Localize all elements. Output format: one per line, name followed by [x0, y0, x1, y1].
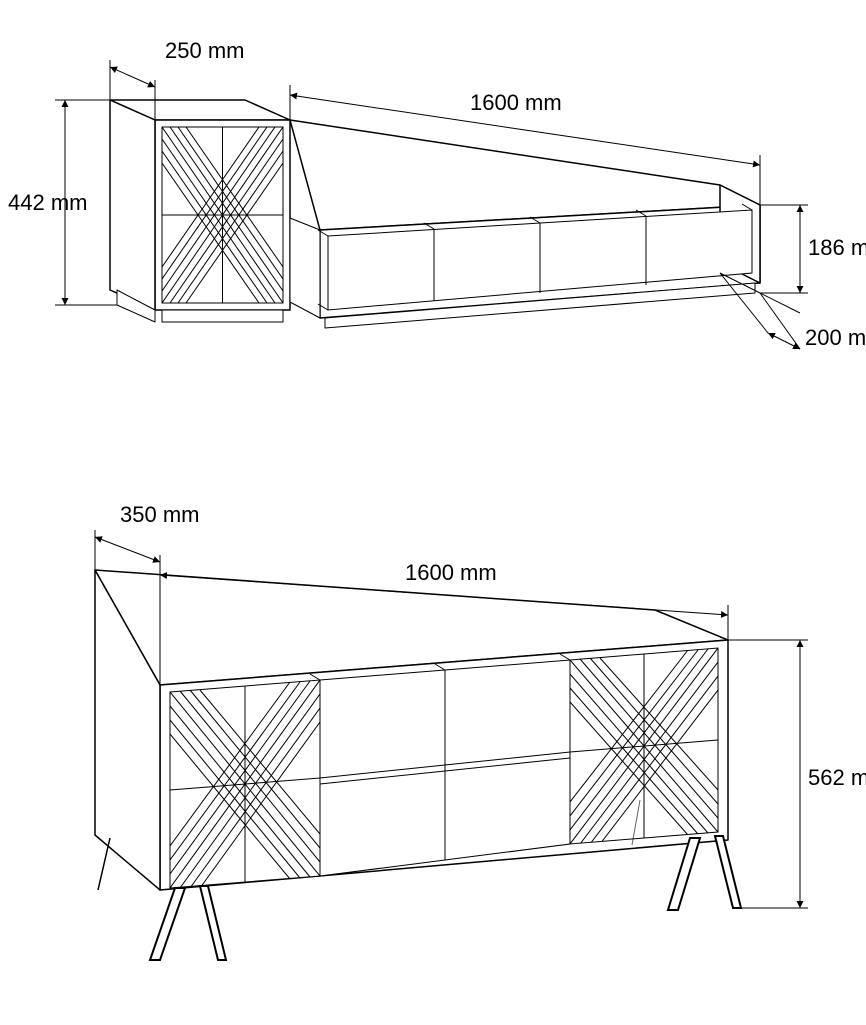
top-unit: 250 mm 1600 mm 442 mm — [8, 38, 866, 350]
dim-top-shelf-width-label: 1600 mm — [470, 90, 562, 115]
dim-top-shelf-height: 186 mm — [760, 205, 866, 293]
diagram-page: 250 mm 1600 mm 442 mm — [0, 0, 866, 1020]
dim-top-shelf-height-label: 186 mm — [808, 235, 866, 260]
dim-top-cabinet-height-label: 442 mm — [8, 190, 87, 215]
dim-top-cabinet-depth-label: 250 mm — [165, 38, 244, 63]
dim-top-cabinet-height: 442 mm — [8, 100, 117, 305]
bottom-unit: 350 mm 1600 mm 562 mm — [95, 502, 866, 960]
dim-bottom-height-label: 562 mm — [808, 765, 866, 790]
diagram-svg: 250 mm 1600 mm 442 mm — [0, 0, 866, 1020]
dim-bottom-width-label: 1600 mm — [405, 560, 497, 585]
dim-top-shelf-depth-label: 200 mm — [805, 325, 866, 350]
dim-bottom-height: 562 mm — [728, 640, 866, 908]
top-cabinet-pattern — [162, 127, 283, 303]
dim-bottom-depth-label: 350 mm — [120, 502, 199, 527]
